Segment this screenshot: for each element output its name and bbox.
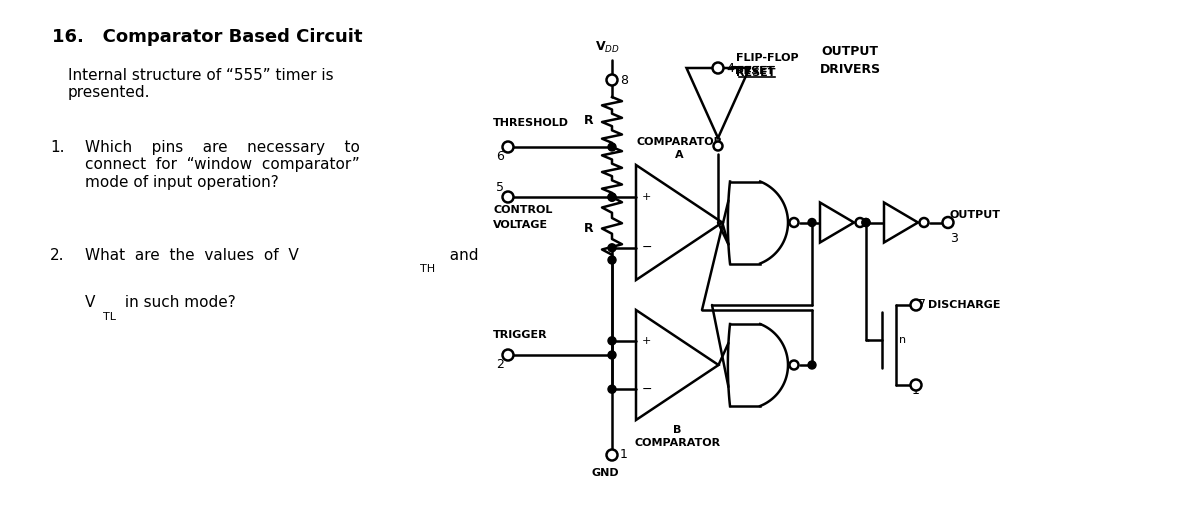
Text: 2: 2	[496, 358, 504, 371]
Text: 16.   Comparator Based Circuit: 16. Comparator Based Circuit	[52, 28, 362, 46]
Circle shape	[608, 193, 616, 201]
Text: +: +	[642, 336, 651, 346]
Text: CONTROL: CONTROL	[493, 205, 552, 215]
Text: ̅R̅E̅S̅E̅T̅: ̅R̅E̅S̅E̅T̅	[735, 66, 776, 76]
Circle shape	[856, 218, 864, 227]
Text: −: −	[642, 241, 652, 254]
Text: 4: 4	[726, 61, 734, 75]
Text: 1: 1	[912, 384, 920, 397]
Text: TL: TL	[103, 312, 116, 322]
Polygon shape	[820, 203, 853, 242]
Text: 1: 1	[620, 449, 628, 461]
Circle shape	[608, 337, 616, 345]
Circle shape	[607, 450, 617, 461]
Text: 1.: 1.	[50, 140, 64, 155]
Text: +: +	[642, 192, 651, 202]
Text: THRESHOLD: THRESHOLD	[493, 118, 569, 128]
Text: R: R	[584, 114, 594, 126]
Text: in such mode?: in such mode?	[120, 295, 236, 310]
Circle shape	[503, 350, 514, 360]
Text: B: B	[673, 425, 682, 435]
Text: TH: TH	[420, 264, 435, 274]
Circle shape	[607, 75, 617, 86]
Text: OUTPUT: OUTPUT	[821, 45, 879, 58]
Circle shape	[608, 244, 616, 252]
Circle shape	[808, 218, 817, 226]
Circle shape	[862, 218, 870, 226]
Circle shape	[911, 299, 921, 311]
Text: 5: 5	[496, 181, 504, 194]
Text: OUTPUT: OUTPUT	[950, 209, 1001, 220]
Text: A: A	[675, 150, 683, 160]
Text: What  are  the  values  of  V: What are the values of V	[85, 248, 299, 263]
Text: 6: 6	[496, 150, 504, 163]
Circle shape	[862, 218, 870, 226]
Circle shape	[713, 62, 724, 74]
Text: Internal structure of “555” timer is
presented.: Internal structure of “555” timer is pre…	[68, 68, 334, 101]
Text: VOLTAGE: VOLTAGE	[493, 220, 548, 230]
Text: R: R	[584, 222, 594, 234]
Text: GND: GND	[592, 468, 620, 478]
Circle shape	[608, 351, 616, 359]
Circle shape	[808, 361, 817, 369]
Circle shape	[608, 256, 616, 264]
Text: 2.: 2.	[50, 248, 64, 263]
Text: 8: 8	[620, 74, 628, 87]
Text: DISCHARGE: DISCHARGE	[929, 300, 1000, 310]
Text: 7: 7	[918, 298, 926, 312]
Circle shape	[943, 217, 954, 228]
Text: −: −	[642, 382, 652, 396]
Circle shape	[714, 141, 722, 150]
Text: TRIGGER: TRIGGER	[493, 330, 547, 340]
Text: V$_{DD}$: V$_{DD}$	[595, 40, 620, 55]
Text: COMPARATOR: COMPARATOR	[634, 438, 720, 448]
Circle shape	[608, 385, 616, 393]
Circle shape	[503, 191, 514, 203]
Circle shape	[911, 379, 921, 390]
Text: 3: 3	[950, 233, 958, 245]
Circle shape	[608, 193, 616, 201]
Text: Which    pins    are    necessary    to
connect  for  “window  comparator”
mode : Which pins are necessary to connect for …	[85, 140, 360, 190]
Text: COMPARATOR: COMPARATOR	[637, 137, 722, 147]
Text: and: and	[440, 248, 478, 263]
Polygon shape	[884, 203, 918, 242]
Circle shape	[789, 360, 799, 369]
Text: V: V	[85, 295, 95, 310]
Circle shape	[919, 218, 929, 227]
Text: FLIP-FLOP: FLIP-FLOP	[735, 53, 799, 63]
Circle shape	[503, 141, 514, 152]
Circle shape	[789, 218, 799, 227]
Text: n: n	[899, 335, 906, 345]
Text: RESET: RESET	[735, 68, 776, 78]
Text: DRIVERS: DRIVERS	[819, 63, 881, 76]
Circle shape	[608, 143, 616, 151]
